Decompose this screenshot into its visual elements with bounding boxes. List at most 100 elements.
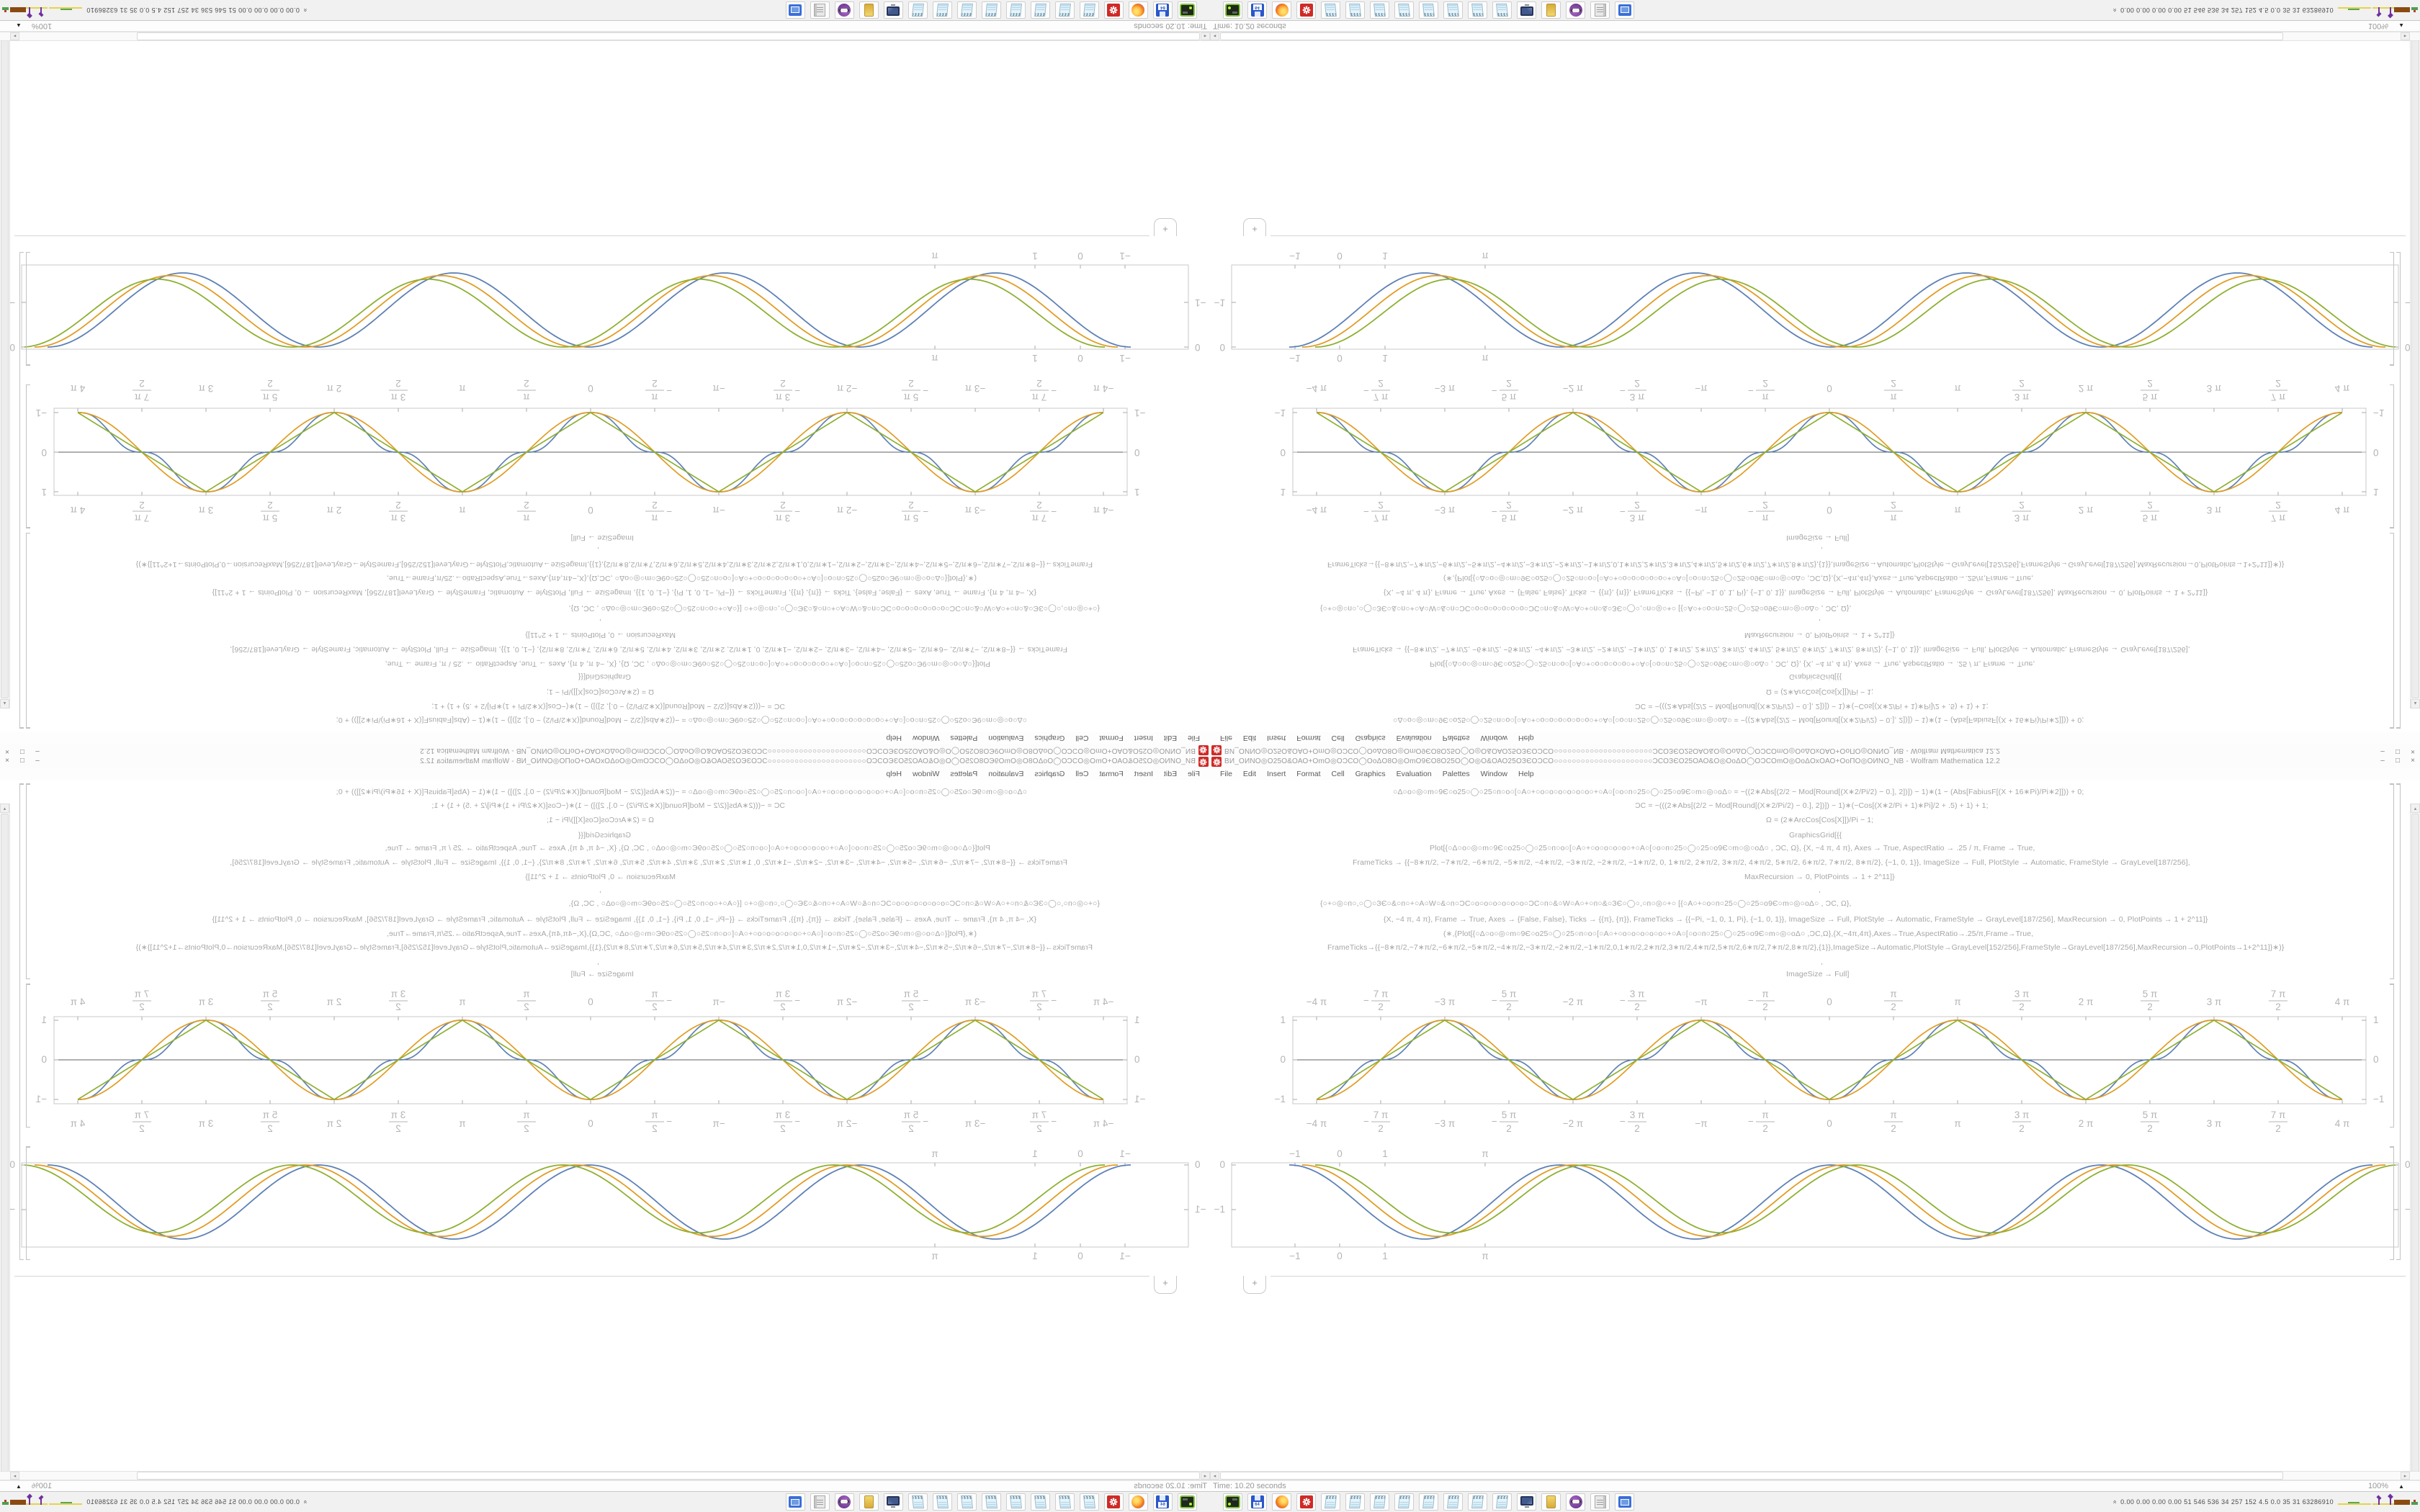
taskbar-button[interactable]	[1080, 1493, 1099, 1511]
tray-expand-icon[interactable]: »	[2110, 1500, 2118, 1504]
taskbar-button[interactable]	[933, 1, 952, 19]
code-line[interactable]: ○Δ○о○◎○m○9Є○о25○◯○25○п○о○[○А○+○о○о○о○о○о…	[336, 788, 1027, 796]
code-line[interactable]: {○+○◎○п○,○◯○ЗЄ○&○п○+○А○W○&○п○ƆС○о○о○о○о○…	[1320, 604, 1852, 613]
vertical-scroll-thumb[interactable]	[1, 814, 9, 1471]
code-line[interactable]: Ω = (2∗ArcCos[Cos[X]])/Pi − 1;	[1766, 688, 1874, 696]
cell-bracket-code[interactable]	[26, 533, 30, 729]
code-line[interactable]: MaxRecursion → 0, PlotPoints → 1 + 2^11]…	[1744, 631, 1895, 639]
cell-bracket-code[interactable]	[2390, 783, 2394, 979]
vertical-scrollbar[interactable]: ▴ ▾	[2410, 804, 2420, 1471]
taskbar-button[interactable]	[1104, 1493, 1124, 1511]
menu-evaluation[interactable]: Evaluation	[988, 734, 1024, 743]
cell-bracket-plot1[interactable]	[26, 984, 30, 1128]
code-line[interactable]: ○Δ○о○◎○m○9Є○о25○◯○25○п○о○[○А○+○о○о○о○о○о…	[1393, 716, 2084, 724]
taskbar-button[interactable]	[1468, 1, 1487, 19]
scroll-left-icon[interactable]: ◂	[1201, 32, 1210, 40]
menu-format[interactable]: Format	[1099, 734, 1124, 743]
menu-window[interactable]: Window	[1480, 769, 1508, 778]
code-line[interactable]: GraphicsGrid[{{	[578, 672, 631, 681]
scroll-right-icon[interactable]: ▸	[2401, 32, 2410, 40]
zoom-popup-icon[interactable]: ▲	[16, 1482, 22, 1490]
code-line[interactable]: (∗,{Plot[{○Δ○о○◎○m○9Є○о25○◯○25○п○о○[○А○+…	[386, 574, 977, 582]
close-button[interactable]: ×	[2411, 747, 2415, 755]
horizontal-scroll-thumb[interactable]	[1220, 32, 2283, 40]
taskbar-button[interactable]	[1006, 1493, 1026, 1511]
code-line[interactable]: {○+○◎○п○,○◯○ЗЄ○&○п○+○А○W○&○п○ƆС○о○о○о○о○…	[568, 899, 1101, 908]
magnification-control[interactable]: 100% ▲	[2368, 1482, 2404, 1490]
taskbar-button[interactable]	[1006, 1, 1026, 19]
code-line[interactable]: (∗,{Plot[{○Δ○о○◎○m○9Є○о25○◯○25○п○о○[○А○+…	[386, 930, 977, 938]
code-line[interactable]: ,	[596, 546, 599, 554]
horizontal-scroll-thumb[interactable]	[1220, 1472, 2283, 1480]
taskbar-button[interactable]	[1370, 1493, 1389, 1511]
code-line[interactable]: Ω = (2∗ArcCos[Cos[X]])/Pi − 1;	[546, 688, 654, 696]
taskbar-button[interactable]	[1104, 1, 1124, 19]
taskbar-button[interactable]	[908, 1493, 928, 1511]
minimize-button[interactable]: –	[35, 757, 40, 765]
code-line[interactable]: ImageSize → Full]	[1786, 534, 1850, 542]
taskbar-button[interactable]	[1541, 1493, 1561, 1511]
code-line[interactable]: ○Δ○о○◎○m○9Є○о25○◯○25○п○о○[○А○+○о○о○о○о○о…	[1393, 788, 2084, 796]
tray-expand-icon[interactable]: »	[302, 1500, 310, 1504]
taskbar-button[interactable]	[933, 1493, 952, 1511]
taskbar-button[interactable]	[908, 1, 928, 19]
menu-format[interactable]: Format	[1296, 769, 1321, 778]
cell-bracket-plot2[interactable]	[2390, 1146, 2394, 1260]
code-line[interactable]: Ω = (2∗ArcCos[Cos[X]])/Pi − 1;	[546, 816, 654, 824]
close-button[interactable]: ×	[5, 747, 9, 755]
code-line[interactable]: GraphicsGrid[{{	[1789, 672, 1842, 681]
restore-button[interactable]: □	[19, 757, 25, 765]
code-line[interactable]: FrameTicks→{{−8∗π/2,−7∗π/2,−6∗π/2,−5∗π/2…	[1327, 560, 2285, 569]
taskbar-button[interactable]	[1443, 1, 1463, 19]
code-line[interactable]: ○Δ○о○◎○m○9Є○о25○◯○25○п○о○[○А○+○о○о○о○о○о…	[336, 716, 1027, 724]
taskbar-button[interactable]	[835, 1493, 854, 1511]
code-line[interactable]: ƆC = −(((2∗Abs[(2/2 − Mod[Round[(X∗2/Pi/…	[1635, 801, 1989, 810]
code-line[interactable]: FrameTicks → {{−8∗π/2, −7∗π/2, −6∗π/2, −…	[1353, 645, 2190, 654]
zoom-popup-icon[interactable]: ▲	[16, 22, 22, 30]
taskbar-button[interactable]	[982, 1493, 1001, 1511]
code-line[interactable]: ImageSize → Full]	[570, 970, 634, 978]
code-line[interactable]: Plot[{○Δ○о○◎○m○9Є○о25○◯○25○п○о○[○А○+○о○о…	[385, 844, 990, 852]
cell-bracket-plot2[interactable]	[26, 252, 30, 366]
taskbar-button[interactable]	[1345, 1493, 1365, 1511]
tray-expand-icon[interactable]: »	[302, 8, 310, 12]
magnification-control[interactable]: 100% ▲	[16, 1482, 52, 1490]
horizontal-scroll-thumb[interactable]	[137, 1472, 1200, 1480]
scroll-up-icon[interactable]: ▴	[0, 699, 9, 708]
taskbar-button[interactable]	[1178, 1, 1197, 19]
taskbar-button[interactable]	[1443, 1493, 1463, 1511]
scroll-right-icon[interactable]: ▸	[10, 32, 19, 40]
menu-palettes[interactable]: Palettes	[1442, 734, 1470, 743]
taskbar-button[interactable]	[1517, 1, 1536, 19]
zoom-popup-icon[interactable]: ▲	[2398, 22, 2404, 30]
menu-window[interactable]: Window	[912, 769, 940, 778]
code-line[interactable]: ,	[596, 958, 599, 966]
code-line[interactable]: ,	[599, 886, 601, 894]
taskbar-button[interactable]	[1223, 1493, 1242, 1511]
code-line[interactable]: ,	[1819, 886, 1821, 894]
cell-bracket-group[interactable]	[19, 252, 24, 729]
horizontal-scrollbar[interactable]: ◂ ▸	[0, 1471, 1210, 1480]
zoom-popup-icon[interactable]: ▲	[2398, 1482, 2404, 1490]
menu-help[interactable]: Help	[1518, 734, 1534, 743]
taskbar-button[interactable]	[1055, 1493, 1075, 1511]
cell-bracket-plot1[interactable]	[2390, 384, 2394, 528]
taskbar-button[interactable]	[786, 1, 805, 19]
taskbar-button[interactable]	[810, 1493, 830, 1511]
code-line[interactable]: {○+○◎○п○,○◯○ЗЄ○&○п○+○А○W○&○п○ƆС○о○о○о○о○…	[1320, 899, 1852, 908]
menu-evaluation[interactable]: Evaluation	[988, 769, 1024, 778]
scroll-up-icon[interactable]: ▴	[2411, 699, 2420, 708]
taskbar-button[interactable]: 64	[1153, 1493, 1173, 1511]
taskbar-button[interactable]	[1615, 1493, 1634, 1511]
menu-file[interactable]: File	[1220, 769, 1232, 778]
vertical-scroll-thumb[interactable]	[1, 41, 9, 698]
code-line[interactable]: ƆC = −(((2∗Abs[(2/2 − Mod[Round[(X∗2/Pi/…	[431, 702, 785, 711]
taskbar-button[interactable]	[1394, 1, 1414, 19]
taskbar-button[interactable]	[835, 1, 854, 19]
cell-bracket-plot2[interactable]	[2390, 252, 2394, 366]
menu-format[interactable]: Format	[1296, 734, 1321, 743]
horizontal-scrollbar[interactable]: ◂ ▸	[1210, 1471, 2420, 1480]
taskbar-button[interactable]	[859, 1, 879, 19]
code-line[interactable]: FrameTicks → {{−8∗π/2, −7∗π/2, −6∗π/2, −…	[230, 858, 1067, 867]
menu-help[interactable]: Help	[1518, 769, 1534, 778]
